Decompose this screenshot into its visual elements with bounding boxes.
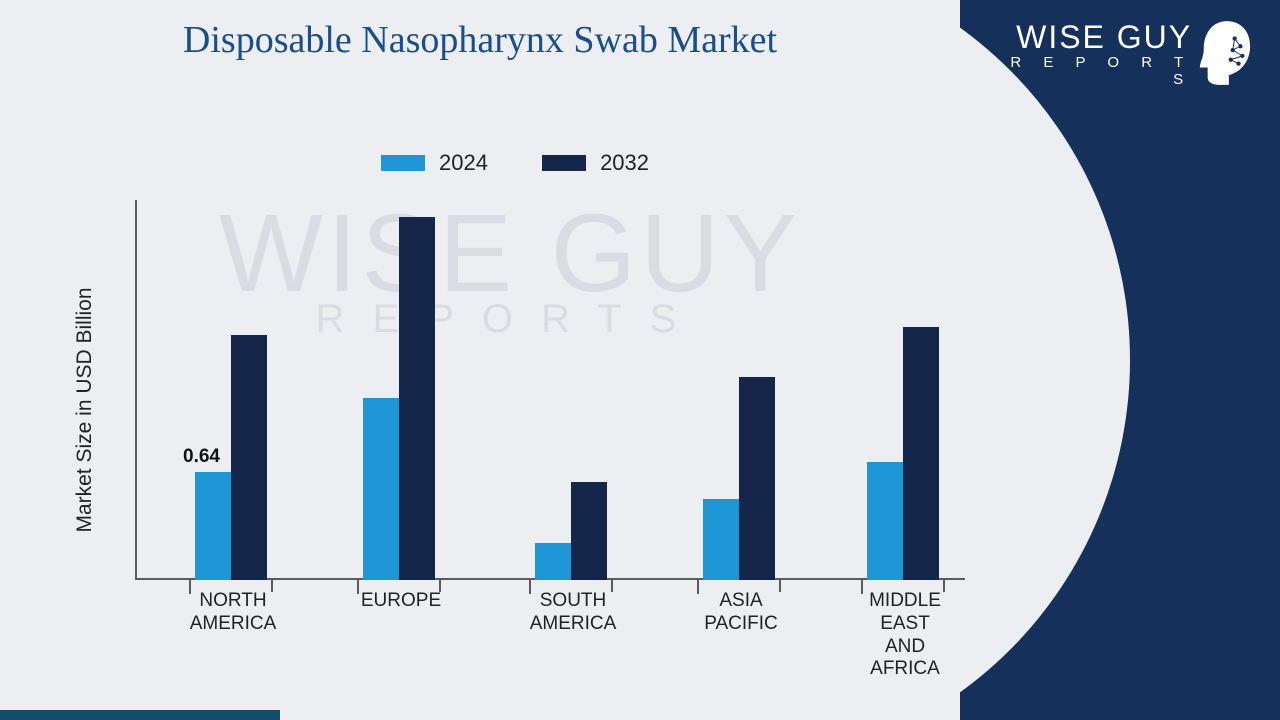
logo-sub-text: R E P O R T S — [986, 54, 1192, 88]
legend-item-2024: 2024 — [381, 150, 488, 176]
chart-area: Market Size in USD Billion 2024 2032 0.6… — [55, 150, 975, 690]
bar-value-label: 0.64 — [183, 446, 220, 468]
brand-logo: WISE GUY R E P O R T S — [986, 18, 1256, 88]
legend-item-2032: 2032 — [542, 150, 649, 176]
legend: 2024 2032 — [55, 150, 975, 177]
x-axis-category-label: EUROPE — [331, 590, 471, 613]
legend-swatch-2024 — [381, 155, 425, 171]
bar — [739, 377, 775, 580]
bar — [535, 543, 571, 580]
x-axis-category-label: SOUTHAMERICA — [503, 590, 643, 636]
bar — [399, 217, 435, 580]
legend-label-2032: 2032 — [600, 150, 649, 176]
x-axis-category-label: MIDDLEEASTANDAFRICA — [835, 590, 975, 681]
legend-swatch-2032 — [542, 155, 586, 171]
bar — [363, 398, 399, 580]
bar — [903, 327, 939, 580]
page: WISE GUY R E P O R T S Disposable Nasoph… — [0, 0, 1280, 720]
y-axis-label: Market Size in USD Billion — [73, 210, 97, 610]
plot-area: 0.64 — [135, 200, 965, 580]
x-axis-category-label: NORTHAMERICA — [163, 590, 303, 636]
logo-main-text: WISE GUY — [986, 19, 1192, 56]
x-axis-category-label: ASIAPACIFIC — [671, 590, 811, 636]
bar — [867, 462, 903, 580]
head-network-icon — [1198, 18, 1256, 88]
bottom-accent-bar — [0, 710, 280, 720]
chart-title: Disposable Nasopharynx Swab Market — [0, 18, 960, 62]
bar — [195, 472, 231, 580]
bar — [571, 482, 607, 580]
bar — [231, 335, 267, 580]
legend-label-2024: 2024 — [439, 150, 488, 176]
bar — [703, 499, 739, 580]
y-axis-line — [135, 200, 137, 580]
